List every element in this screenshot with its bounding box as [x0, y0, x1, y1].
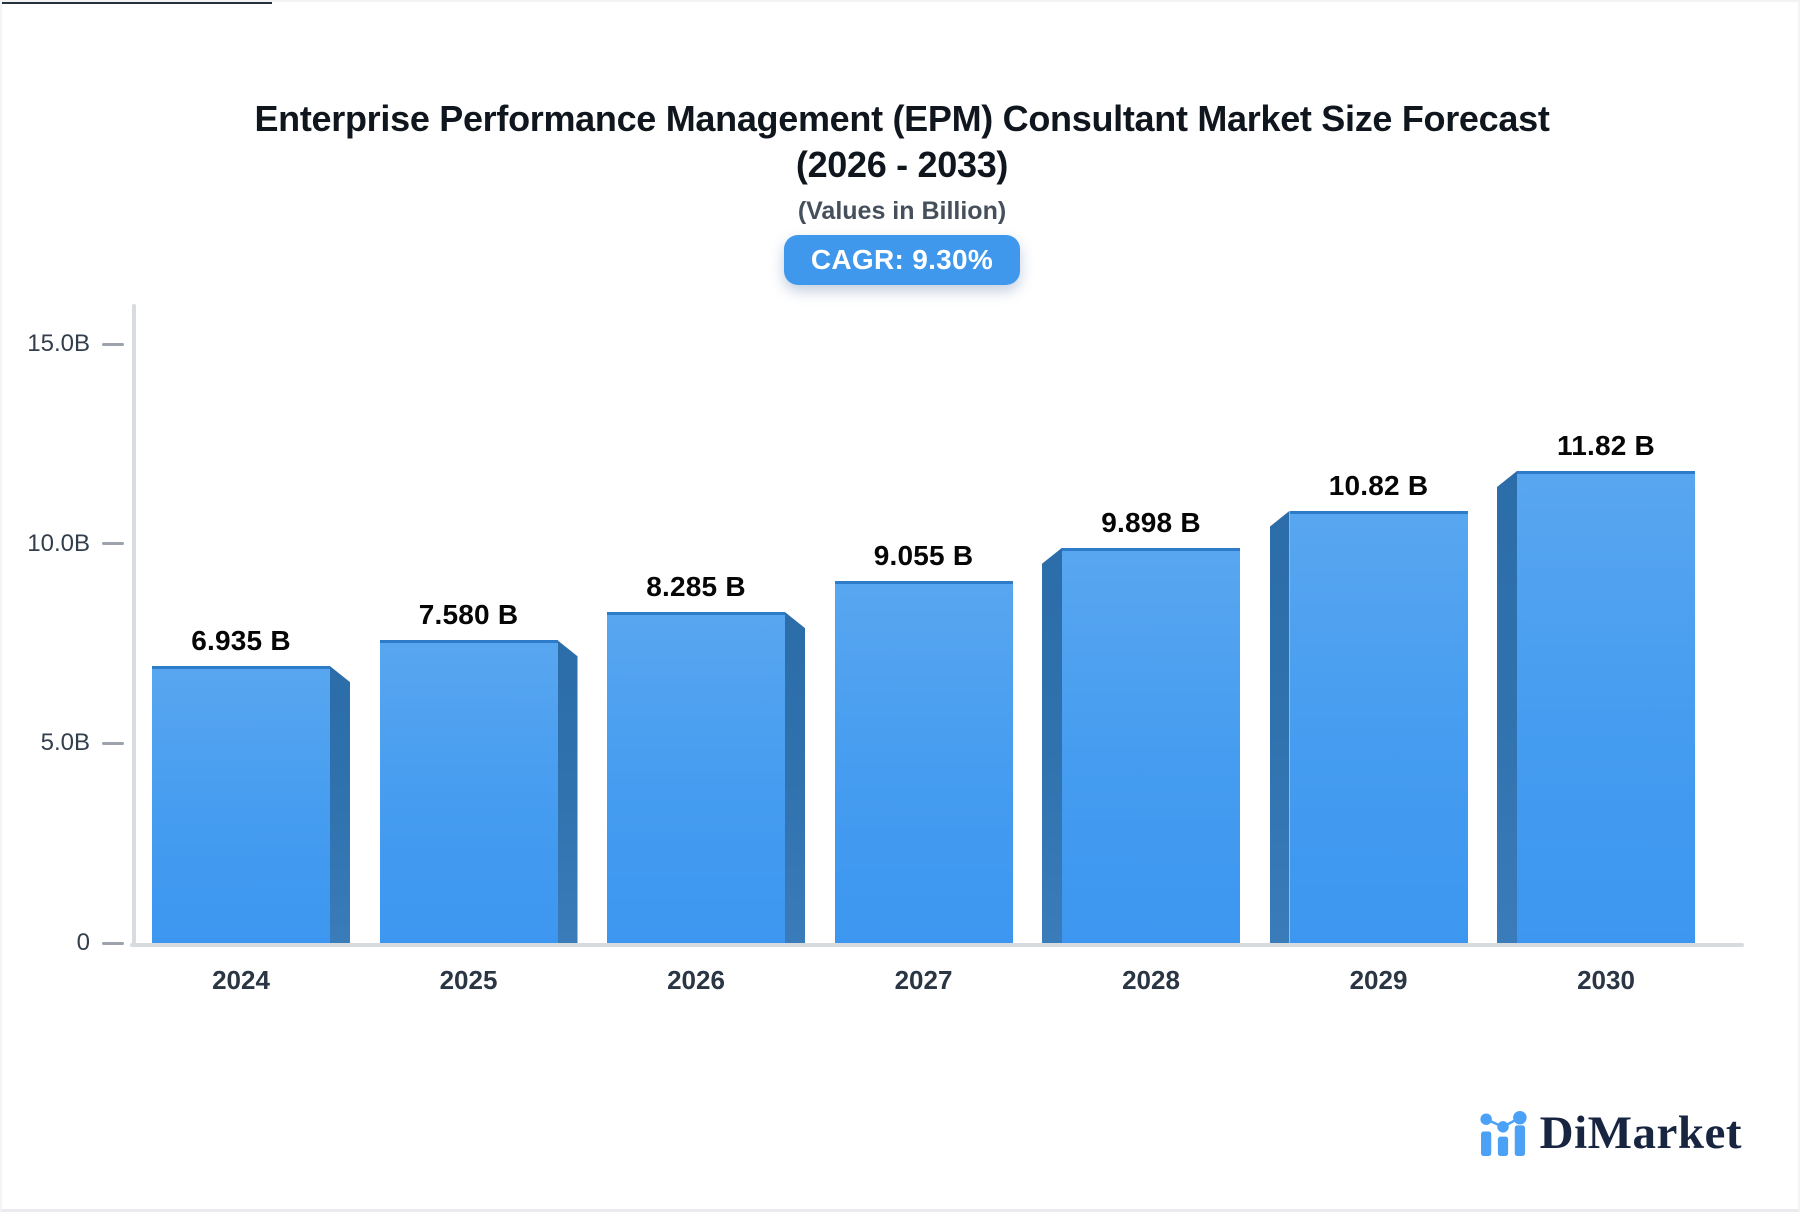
bar	[1517, 470, 1695, 943]
y-axis-line	[132, 304, 136, 947]
y-tick-dash	[102, 941, 124, 945]
y-tick-label: 15.0B	[27, 330, 90, 357]
bar	[1289, 510, 1468, 943]
x-axis-line	[130, 943, 1744, 947]
chart-subtitle: (Values in Billion)	[797, 197, 1007, 225]
bar	[1062, 547, 1240, 943]
bar-value-label: 6.935 B	[191, 625, 291, 657]
bar-side-face	[330, 666, 350, 943]
dimarket-logo: DiMarket	[1479, 1107, 1742, 1159]
bar-side-face	[785, 612, 805, 943]
chart-title-line1: Enterprise Performance Management (EPM) …	[254, 98, 1550, 139]
bar-value-label: 10.82 B	[1328, 469, 1429, 501]
y-tick: 15.0B	[2, 328, 124, 360]
y-tick: 5.0B	[2, 727, 124, 759]
logo-text: DiMarket	[1539, 1107, 1742, 1159]
x-axis-label: 2027	[894, 965, 953, 995]
y-tick-dash	[102, 741, 124, 745]
bar-value-label: 7.580 B	[418, 599, 519, 631]
bar-side-face	[1269, 510, 1290, 943]
bar	[379, 640, 558, 943]
top-edge-sliver	[2, 2, 272, 4]
y-tick: 10.0B	[2, 528, 124, 560]
y-tick: 0	[2, 927, 124, 959]
chart-title-line2: (2026 - 2033)	[795, 144, 1009, 185]
cagr-badge: CAGR: 9.30%	[783, 235, 1021, 285]
y-tick-label: 10.0B	[27, 529, 90, 557]
bar-value-label: 8.285 B	[646, 571, 746, 603]
y-tick-label: 0	[76, 929, 90, 956]
y-tick-dash	[102, 342, 124, 346]
bar-value-label: 9.055 B	[873, 540, 974, 572]
bar-value-label: 11.82 B	[1557, 429, 1655, 461]
x-axis-label: 2029	[1349, 965, 1408, 995]
bar	[834, 581, 1013, 943]
y-tick-label: 5.0B	[40, 729, 90, 757]
x-axis-label: 2028	[1122, 965, 1180, 995]
bar-side-face	[557, 640, 578, 943]
bar	[152, 666, 330, 943]
bar-value-label: 9.898 B	[1101, 506, 1201, 538]
bar-side-face	[1042, 547, 1062, 943]
y-tick-dash	[102, 542, 124, 546]
x-axis-label: 2030	[1577, 965, 1635, 995]
chart-header: Enterprise Performance Management (EPM) …	[2, 2, 1800, 285]
x-axis-label: 2025	[439, 965, 498, 995]
x-axis-label: 2026	[667, 965, 725, 995]
bar-chart-logo-icon	[1480, 1110, 1527, 1156]
bar-side-face	[1497, 470, 1517, 943]
bar	[607, 612, 785, 943]
x-axis-label: 2024	[212, 965, 270, 995]
